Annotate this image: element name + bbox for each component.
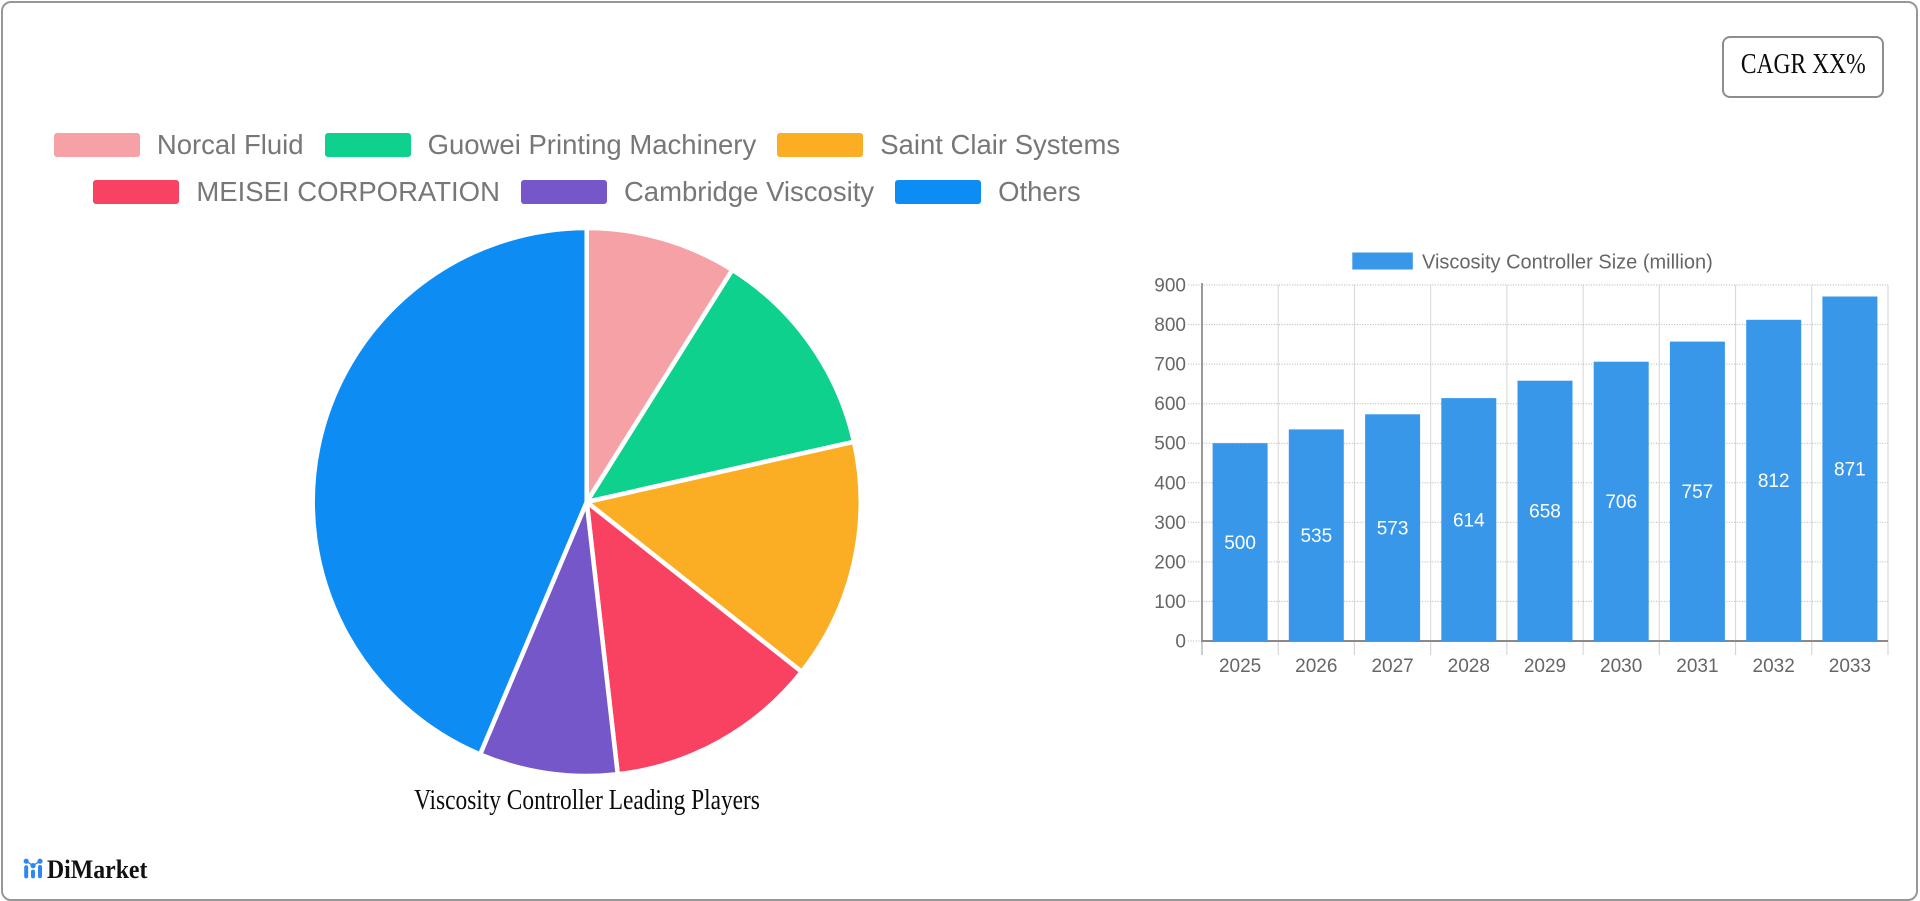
svg-text:706: 706 [1605, 492, 1637, 513]
svg-text:535: 535 [1300, 526, 1332, 547]
svg-text:2028: 2028 [1448, 656, 1490, 677]
svg-text:573: 573 [1377, 518, 1409, 539]
svg-text:2031: 2031 [1676, 656, 1718, 677]
svg-text:200: 200 [1154, 552, 1186, 573]
svg-text:2030: 2030 [1600, 656, 1642, 677]
svg-text:300: 300 [1154, 513, 1186, 534]
svg-text:900: 900 [1154, 276, 1186, 297]
svg-text:812: 812 [1758, 471, 1790, 492]
svg-text:400: 400 [1154, 473, 1186, 494]
svg-text:700: 700 [1154, 355, 1186, 376]
svg-text:2029: 2029 [1524, 656, 1566, 677]
svg-text:2026: 2026 [1295, 656, 1337, 677]
svg-text:500: 500 [1154, 434, 1186, 455]
svg-text:871: 871 [1834, 459, 1866, 480]
svg-text:2025: 2025 [1219, 656, 1261, 677]
svg-text:800: 800 [1154, 315, 1186, 336]
svg-text:2032: 2032 [1753, 656, 1795, 677]
svg-text:658: 658 [1529, 502, 1561, 523]
svg-text:Viscosity Controller Size (mil: Viscosity Controller Size (million) [1422, 252, 1713, 274]
svg-text:2027: 2027 [1371, 656, 1413, 677]
svg-text:614: 614 [1453, 510, 1485, 531]
svg-text:2033: 2033 [1829, 656, 1871, 677]
svg-text:600: 600 [1154, 394, 1186, 415]
svg-text:100: 100 [1154, 592, 1186, 613]
svg-text:757: 757 [1682, 482, 1714, 503]
svg-text:0: 0 [1175, 632, 1186, 653]
svg-text:500: 500 [1224, 533, 1256, 554]
